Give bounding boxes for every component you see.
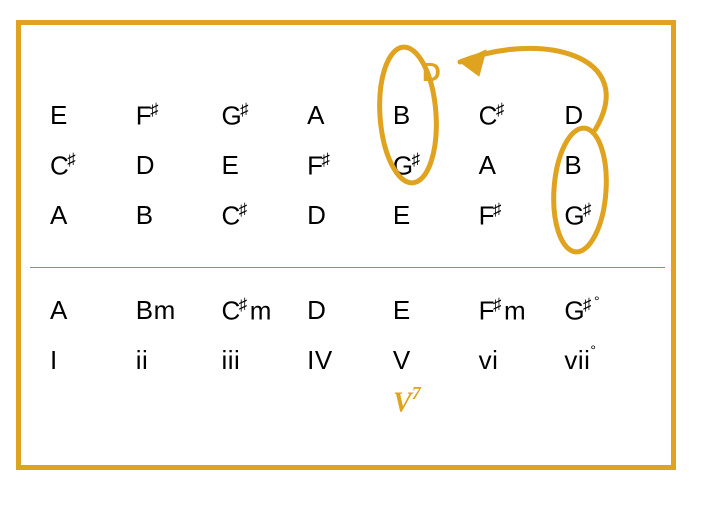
note-cell: C♯ xyxy=(221,200,307,232)
chord-cell: D xyxy=(307,295,393,326)
triad-grid: E F♯ G♯ A B C♯ D C♯ D E F♯ G♯ A B A B C♯… xyxy=(50,100,650,250)
chord-cell: F♯m xyxy=(479,295,565,327)
roman-cell: I xyxy=(50,345,136,376)
note-cell: E xyxy=(221,150,307,181)
chord-cell: A xyxy=(50,295,136,326)
note-cell: A xyxy=(479,150,565,181)
note-cell: D xyxy=(564,100,650,131)
roman-cell: vi xyxy=(479,345,565,376)
chord-cell: G♯° xyxy=(564,295,650,327)
roman-cell: V xyxy=(393,345,479,376)
note-cell: A xyxy=(50,200,136,231)
note-cell: B xyxy=(136,200,222,231)
note-cell: G♯ xyxy=(221,100,307,132)
note-cell: G♯ xyxy=(564,200,650,232)
chord-cell: E xyxy=(393,295,479,326)
note-cell: D xyxy=(136,150,222,181)
note-cell: E xyxy=(50,100,136,131)
section-divider xyxy=(30,267,665,268)
triad-row-1: E F♯ G♯ A B C♯ D xyxy=(50,100,650,150)
note-cell: G♯ xyxy=(393,150,479,182)
roman-cell: IV xyxy=(307,345,393,376)
note-cell: C♯ xyxy=(479,100,565,132)
chord-cell: Bm xyxy=(136,295,222,326)
note-cell: F♯ xyxy=(136,100,222,132)
chord-cell: C♯m xyxy=(221,295,307,327)
roman-row: I ii iii IV V vi vii° xyxy=(50,345,650,395)
roman-cell: vii° xyxy=(564,345,650,376)
note-cell: C♯ xyxy=(50,150,136,182)
note-cell: E xyxy=(393,200,479,231)
note-cell: A xyxy=(307,100,393,131)
chord-diagram-canvas: E F♯ G♯ A B C♯ D C♯ D E F♯ G♯ A B A B C♯… xyxy=(0,0,709,521)
dominant-seventh-label: V7 xyxy=(393,385,421,419)
triad-row-2: C♯ D E F♯ G♯ A B xyxy=(50,150,650,200)
note-cell: B xyxy=(393,100,479,131)
note-cell: F♯ xyxy=(479,200,565,232)
roman-cell: ii xyxy=(136,345,222,376)
added-seventh-note: D xyxy=(422,57,441,88)
roman-cell: iii xyxy=(221,345,307,376)
labels-block: A Bm C♯m D E F♯m G♯° I ii iii IV V vi vi… xyxy=(50,295,650,395)
note-cell: D xyxy=(307,200,393,231)
note-cell: B xyxy=(564,150,650,181)
chord-name-row: A Bm C♯m D E F♯m G♯° xyxy=(50,295,650,345)
note-cell: F♯ xyxy=(307,150,393,182)
triad-row-3: A B C♯ D E F♯ G♯ xyxy=(50,200,650,250)
